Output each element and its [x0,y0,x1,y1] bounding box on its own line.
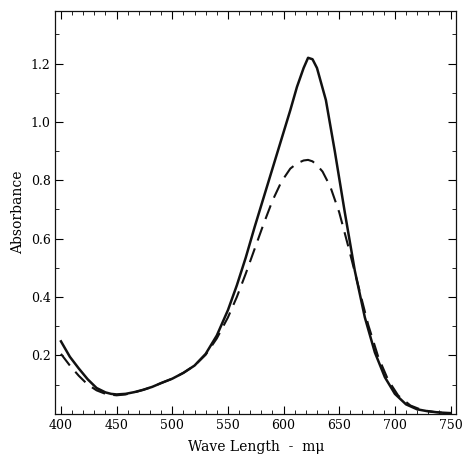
X-axis label: Wave Length  -  mμ: Wave Length - mμ [188,440,324,454]
Y-axis label: Absorbance: Absorbance [11,171,25,254]
